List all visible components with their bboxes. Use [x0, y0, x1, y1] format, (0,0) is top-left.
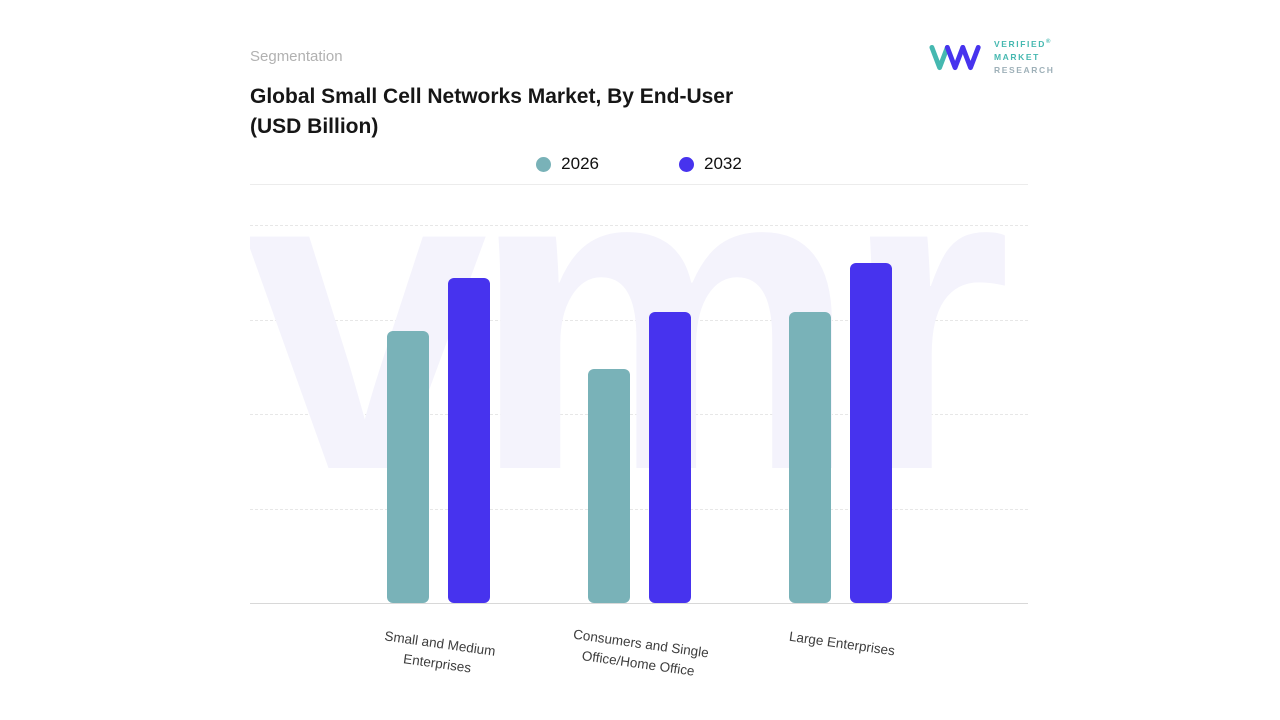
vmr-logo-text: VERIFIED® MARKET RESEARCH: [994, 38, 1055, 78]
bar-group: [386, 225, 490, 603]
x-axis-label: Small and Medium Enterprises: [383, 628, 496, 676]
legend-item-2032: 2032: [679, 154, 742, 174]
legend-divider: [250, 184, 1028, 185]
chart-legend: 2026 2032: [250, 150, 1028, 178]
bar-2032: [648, 311, 691, 603]
vmr-logo-mark: [929, 44, 981, 70]
plot-area: vmr: [250, 225, 1028, 604]
bar-group: [788, 225, 892, 603]
gridline: [250, 319, 1028, 321]
chart-title: Global Small Cell Networks Market, By En…: [250, 82, 870, 142]
trademark-symbol: ®: [1046, 39, 1051, 46]
bar-2032: [447, 277, 490, 603]
bar-2026: [386, 330, 429, 603]
gridline: [250, 508, 1028, 510]
x-axis-label: Consumers and Single Office/Home Office: [571, 626, 710, 679]
bar-2026: [587, 368, 630, 603]
logo-line-market: MARKET: [994, 52, 1040, 63]
bar-group: [587, 225, 691, 603]
legend-item-2026: 2026: [536, 154, 599, 174]
bar-2032: [849, 262, 892, 603]
bar-2026: [788, 311, 831, 603]
legend-dot-2026: [536, 156, 552, 172]
chart-title-line1: Global Small Cell Networks Market, By En…: [250, 85, 734, 108]
bars-layer: [250, 225, 1028, 603]
gridline: [250, 414, 1028, 415]
gridline: [250, 225, 1028, 226]
chart-title-line2: (USD Billion): [250, 115, 379, 138]
x-axis-label: Large Enterprises: [787, 628, 896, 659]
vmr-logo: VERIFIED® MARKET RESEARCH: [928, 38, 1055, 78]
eyebrow-label: Segmentation: [250, 48, 343, 65]
legend-label: 2032: [704, 154, 742, 173]
x-axis-labels: Small and Medium Enterprises Consumers and…: [250, 627, 1028, 679]
logo-line-research: RESEARCH: [994, 65, 1055, 76]
legend-dot-2032: [679, 156, 694, 172]
legend-label: 2026: [561, 154, 599, 173]
logo-line-verified: VERIFIED: [994, 39, 1047, 49]
